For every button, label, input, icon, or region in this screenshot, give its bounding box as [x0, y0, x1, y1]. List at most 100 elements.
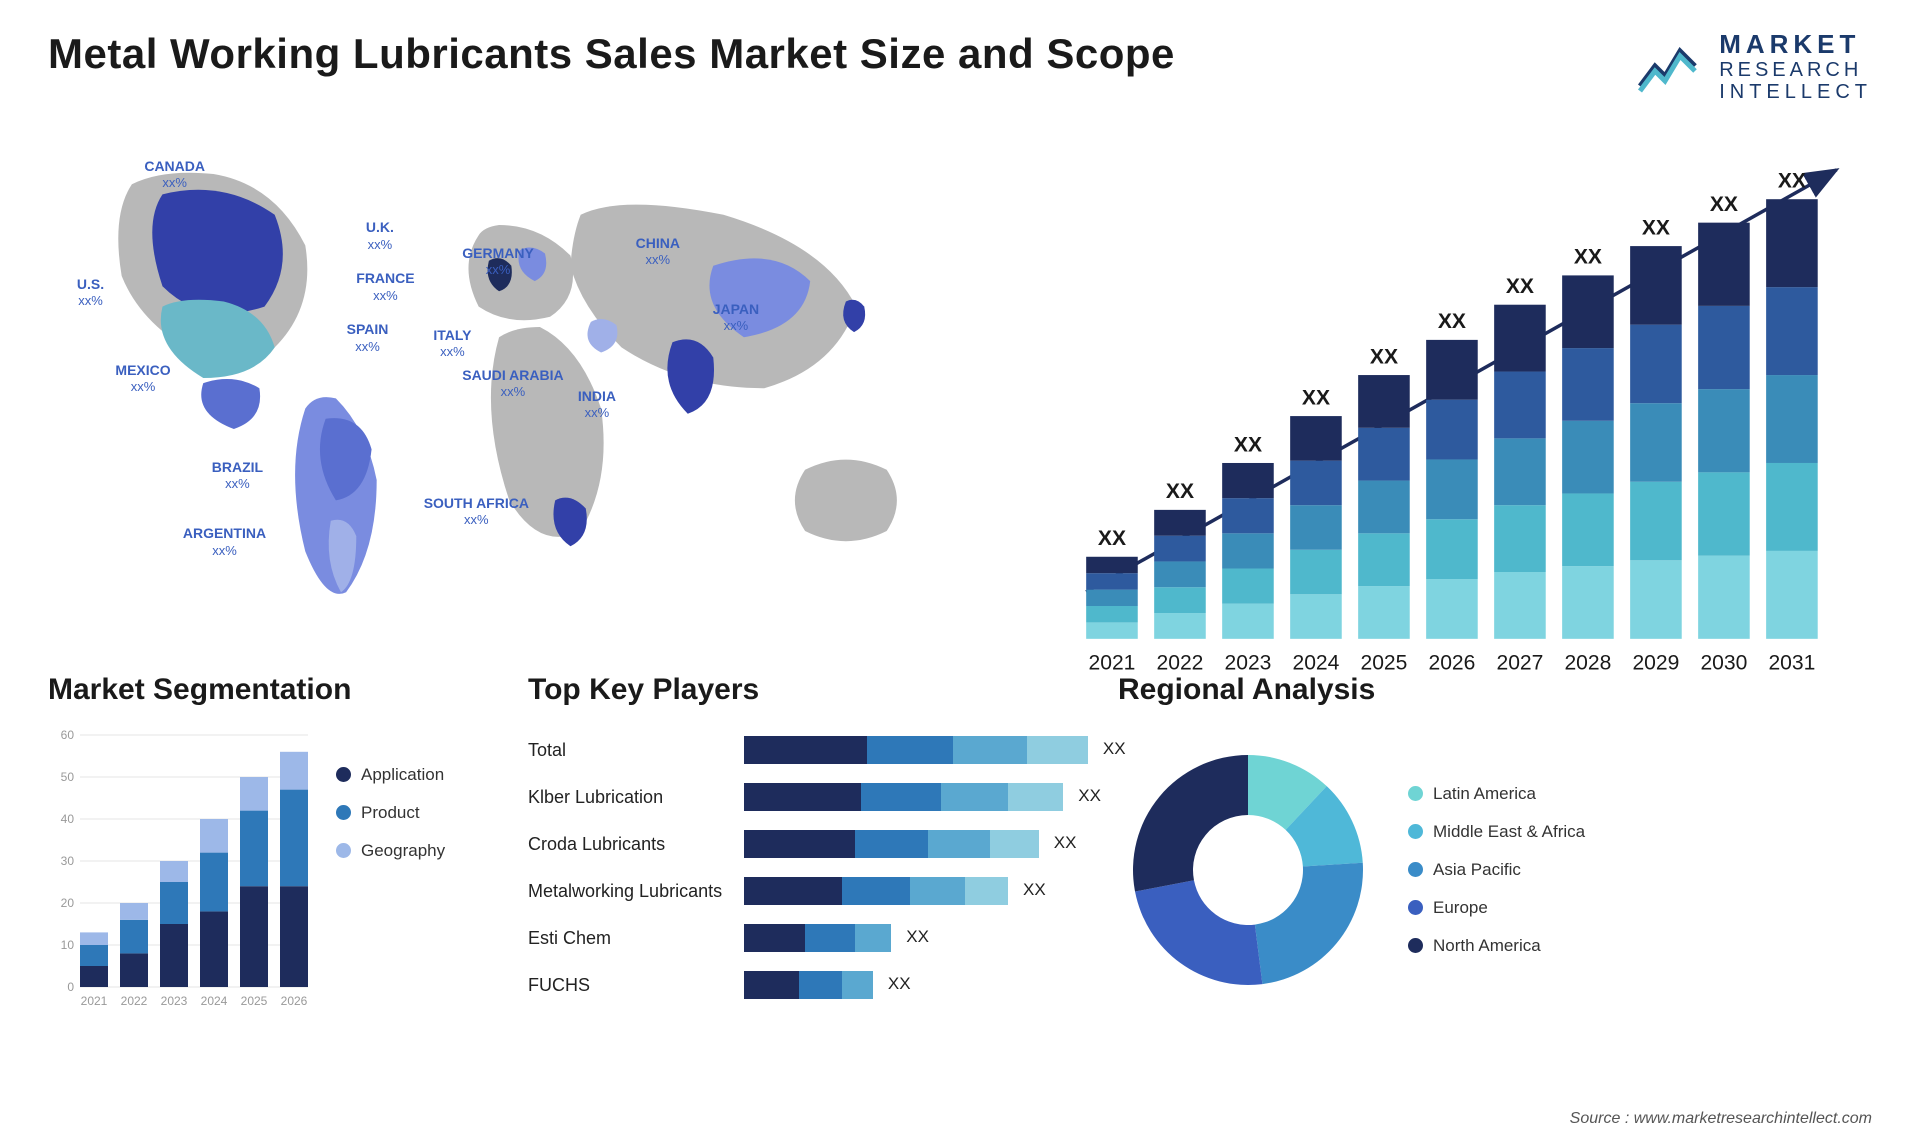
player-value: XX — [1078, 786, 1101, 806]
svg-text:XX: XX — [1710, 193, 1738, 216]
svg-text:XX: XX — [1302, 386, 1330, 409]
legend-item: Product — [336, 803, 445, 823]
map-label: SAUDI ARABIAxx% — [462, 367, 563, 400]
key-players-title: Top Key Players — [528, 673, 1088, 707]
map-mexico — [201, 379, 260, 429]
player-value: XX — [1054, 833, 1077, 853]
logo-text: MARKET RESEARCH INTELLECT — [1719, 30, 1872, 103]
map-label: SOUTH AFRICAxx% — [424, 495, 529, 528]
legend-item: Latin America — [1408, 784, 1585, 804]
svg-text:20: 20 — [61, 896, 75, 910]
svg-text:50: 50 — [61, 770, 75, 784]
map-label: ITALYxx% — [433, 327, 471, 360]
map-label: JAPANxx% — [713, 301, 759, 334]
segmentation-chart: 0102030405060202120222023202420252026 — [48, 725, 318, 1015]
player-row: Croda Lubricants XX — [528, 827, 1088, 862]
regional-donut — [1118, 740, 1378, 1000]
svg-text:2021: 2021 — [81, 994, 108, 1008]
map-saudi — [587, 319, 617, 353]
svg-text:XX: XX — [1098, 527, 1126, 550]
logo: MARKET RESEARCH INTELLECT — [1635, 30, 1872, 103]
svg-text:2025: 2025 — [241, 994, 268, 1008]
map-label: GERMANYxx% — [462, 245, 534, 278]
legend-item: Application — [336, 765, 445, 785]
player-row: Total XX — [528, 733, 1088, 768]
svg-text:2024: 2024 — [201, 994, 228, 1008]
key-players-chart: TotalXXKlber LubricationXXCroda Lubrican… — [528, 725, 1088, 1003]
header: Metal Working Lubricants Sales Market Si… — [48, 30, 1872, 103]
forecast-chart: XX2021XX2022XX2023XX2024XX2025XX2026XX20… — [1051, 123, 1872, 633]
svg-text:2025: 2025 — [1361, 651, 1408, 674]
svg-text:XX: XX — [1574, 245, 1602, 268]
map-label: CHINAxx% — [636, 235, 680, 268]
svg-text:40: 40 — [61, 812, 75, 826]
player-bar: XX — [744, 877, 1088, 905]
svg-text:2026: 2026 — [281, 994, 308, 1008]
svg-text:XX: XX — [1438, 310, 1466, 333]
svg-text:XX: XX — [1778, 169, 1806, 192]
svg-text:2026: 2026 — [1429, 651, 1476, 674]
player-row: Esti ChemXX — [528, 921, 1088, 956]
player-bar: XX — [744, 736, 1088, 764]
key-players-panel: Top Key Players TotalXXKlber Lubrication… — [528, 673, 1088, 1053]
page-title: Metal Working Lubricants Sales Market Si… — [48, 30, 1175, 78]
forecast-svg: XX 2021 XX 2022 XX 2023 XX 2024 XX 2025 XX 2026 XX 20… — [1051, 123, 1872, 709]
svg-text:2027: 2027 — [1497, 651, 1544, 674]
logo-icon — [1635, 36, 1705, 96]
segmentation-panel: Market Segmentation 01020304050602021202… — [48, 673, 498, 1053]
player-value: XX — [1023, 880, 1046, 900]
map-label: U.K.xx% — [366, 219, 394, 252]
player-label: Metalworking Lubricants — [528, 881, 728, 902]
svg-text:XX: XX — [1370, 345, 1398, 368]
svg-text:2029: 2029 — [1633, 651, 1680, 674]
player-bar: XX — [744, 971, 1088, 999]
svg-text:XX: XX — [1642, 216, 1670, 239]
map-south-africa — [553, 497, 586, 546]
svg-text:2023: 2023 — [1225, 651, 1272, 674]
svg-text:0: 0 — [67, 980, 74, 994]
player-bar: XX — [744, 783, 1088, 811]
legend-item: Europe — [1408, 898, 1585, 918]
player-row: Klber Lubrication XX — [528, 780, 1088, 815]
svg-text:XX: XX — [1166, 480, 1194, 503]
player-row: Metalworking Lubricants XX — [528, 874, 1088, 909]
legend-item: Asia Pacific — [1408, 860, 1585, 880]
map-label: SPAINxx% — [347, 321, 389, 354]
svg-text:2024: 2024 — [1293, 651, 1340, 674]
map-india — [667, 339, 714, 413]
regional-legend: Latin America Middle East & Africa Asia Pa… — [1408, 784, 1585, 956]
top-row: CANADAxx% U.S.xx% MEXICOxx% BRAZILxx% ARGENT… — [48, 123, 1872, 633]
player-value: XX — [906, 927, 929, 947]
svg-text:60: 60 — [61, 728, 75, 742]
legend-item: Middle East & Africa — [1408, 822, 1585, 842]
legend-item: Geography — [336, 841, 445, 861]
map-label: ARGENTINAxx% — [183, 525, 266, 558]
map-label: U.S.xx% — [77, 276, 104, 309]
svg-text:2023: 2023 — [161, 994, 188, 1008]
map-label: INDIAxx% — [578, 388, 616, 421]
player-label: Klber Lubrication — [528, 787, 728, 808]
svg-text:2021: 2021 — [1089, 651, 1136, 674]
legend-item: North America — [1408, 936, 1585, 956]
segmentation-title: Market Segmentation — [48, 673, 498, 707]
player-label: FUCHS — [528, 975, 728, 996]
player-label: Croda Lubricants — [528, 834, 728, 855]
svg-text:2022: 2022 — [1157, 651, 1204, 674]
map-label: BRAZILxx% — [212, 459, 263, 492]
source-line: Source : www.marketresearchintellect.com — [1570, 1110, 1872, 1128]
svg-text:2030: 2030 — [1701, 651, 1748, 674]
map-label: FRANCExx% — [356, 270, 414, 303]
regional-panel: Regional Analysis Latin AmericaMiddle Ea… — [1118, 673, 1872, 1053]
segmentation-legend: Application Product Geography — [336, 725, 445, 1015]
svg-text:XX: XX — [1234, 433, 1262, 456]
map-label: MEXICOxx% — [115, 362, 170, 395]
map-label: CANADAxx% — [144, 158, 205, 191]
player-label: Total — [528, 740, 728, 761]
player-bar: XX — [744, 924, 1088, 952]
svg-text:2031: 2031 — [1769, 651, 1816, 674]
world-map: CANADAxx% U.S.xx% MEXICOxx% BRAZILxx% ARGENT… — [48, 123, 1011, 633]
svg-text:XX: XX — [1506, 275, 1534, 298]
player-value: XX — [1103, 739, 1126, 759]
svg-text:10: 10 — [61, 938, 75, 952]
svg-text:2022: 2022 — [121, 994, 148, 1008]
